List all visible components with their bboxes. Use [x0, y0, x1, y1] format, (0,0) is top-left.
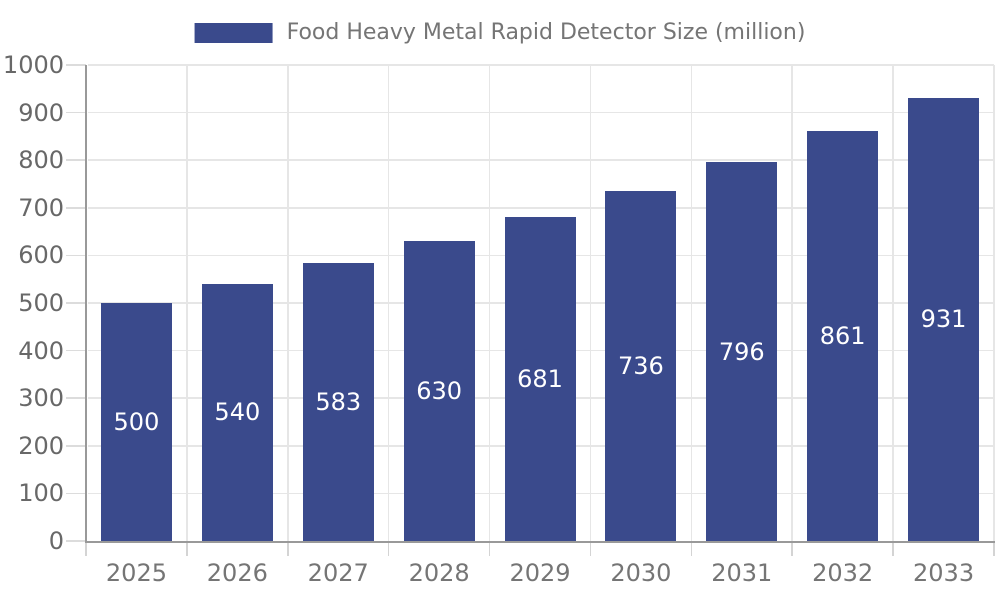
legend-swatch[interactable] [194, 23, 273, 43]
x-tick-label: 2025 [105, 559, 167, 587]
x-axis-tick [488, 543, 491, 556]
x-tick-label: 2031 [711, 559, 773, 587]
gridline-horizontal [88, 111, 994, 114]
gridline-horizontal [88, 64, 994, 66]
x-tick-label: 2032 [812, 559, 874, 587]
x-tick-label: 2026 [206, 559, 268, 587]
x-axis-tick [186, 543, 188, 556]
bar-value-label: 736 [617, 351, 664, 380]
gridline-vertical [791, 65, 793, 541]
bar-value-label: 931 [920, 305, 967, 334]
gridline-vertical [892, 65, 894, 541]
y-axis-tick [66, 349, 86, 352]
y-axis-tick [66, 64, 86, 66]
y-axis-line [85, 65, 87, 543]
gridline-vertical [690, 65, 693, 541]
bar-value-label: 861 [819, 322, 866, 351]
y-axis-tick [66, 254, 86, 257]
y-tick-label: 1000 [2, 51, 64, 79]
bar-value-label: 630 [416, 377, 463, 406]
chart-legend[interactable]: Food Heavy Metal Rapid Detector Size (mi… [194, 20, 806, 45]
x-tick-label: 2033 [913, 559, 975, 587]
y-tick-label: 0 [48, 527, 64, 555]
gridline-vertical [387, 65, 390, 541]
bar-value-label: 540 [214, 398, 261, 427]
x-tick-label: 2027 [307, 559, 369, 587]
x-axis-tick [387, 543, 390, 556]
x-tick-label: 2028 [408, 559, 470, 587]
y-tick-label: 800 [18, 146, 64, 175]
gridline-vertical [186, 65, 188, 541]
legend-label[interactable]: Food Heavy Metal Rapid Detector Size (mi… [286, 20, 806, 45]
bar [504, 216, 576, 541]
y-axis-tick [66, 540, 86, 542]
bar-value-label: 583 [315, 388, 362, 417]
y-tick-label: 400 [18, 336, 64, 365]
bar [605, 190, 677, 541]
gridline-vertical [488, 65, 491, 541]
x-axis-line [85, 541, 995, 543]
y-tick-label: 600 [18, 241, 64, 270]
y-tick-label: 100 [18, 479, 64, 508]
y-axis-tick [66, 492, 86, 495]
bar-value-label: 681 [517, 364, 563, 393]
bar [302, 263, 374, 541]
y-axis-tick [66, 302, 86, 304]
bar-value-label: 500 [113, 408, 160, 436]
bar [807, 131, 879, 541]
bar [403, 241, 475, 541]
x-axis-tick [85, 543, 87, 556]
gridline-vertical [287, 65, 289, 541]
bar [201, 283, 273, 541]
y-axis-tick [66, 445, 86, 447]
x-axis-tick [287, 543, 289, 556]
bar [706, 162, 778, 541]
bar-value-label: 796 [718, 337, 765, 366]
y-axis-tick [66, 111, 86, 114]
x-tick-label: 2030 [610, 559, 672, 587]
gridline-horizontal [88, 207, 994, 209]
y-tick-label: 200 [18, 431, 64, 460]
gridline-horizontal [88, 159, 994, 161]
bar [908, 97, 980, 541]
y-axis-tick [66, 207, 86, 209]
x-axis-tick [589, 543, 592, 556]
x-axis-tick [791, 543, 793, 556]
x-axis-tick [892, 543, 894, 556]
y-tick-label: 300 [18, 384, 64, 413]
x-axis-tick [993, 543, 995, 556]
y-tick-label: 500 [18, 289, 64, 317]
x-tick-label: 2029 [509, 559, 571, 587]
bar [100, 303, 172, 541]
y-tick-label: 700 [18, 193, 64, 222]
y-axis-tick [66, 159, 86, 161]
y-tick-label: 900 [18, 98, 64, 127]
gridline-vertical [589, 65, 592, 541]
gridline-vertical [993, 65, 995, 541]
y-axis-tick [66, 397, 86, 399]
x-axis-tick [690, 543, 693, 556]
